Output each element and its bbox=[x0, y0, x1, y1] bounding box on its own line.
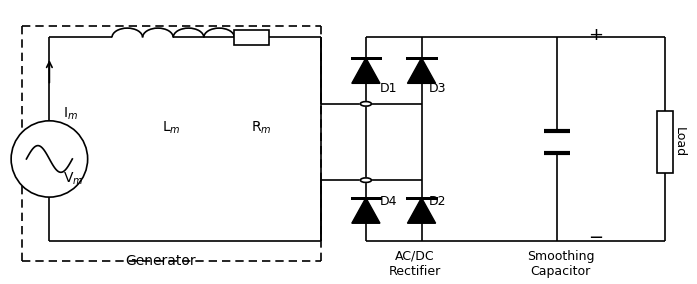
Ellipse shape bbox=[11, 121, 88, 197]
Text: I$_m$: I$_m$ bbox=[63, 106, 78, 122]
Polygon shape bbox=[408, 58, 436, 83]
Text: D2: D2 bbox=[429, 195, 446, 208]
Polygon shape bbox=[408, 198, 436, 223]
Polygon shape bbox=[352, 58, 380, 83]
Circle shape bbox=[360, 102, 372, 106]
Text: Smoothing
Capacitor: Smoothing Capacitor bbox=[527, 250, 595, 277]
Circle shape bbox=[360, 178, 372, 182]
Text: Load: Load bbox=[673, 127, 685, 157]
Text: D3: D3 bbox=[429, 82, 446, 95]
Text: −: − bbox=[588, 229, 603, 247]
Text: D1: D1 bbox=[380, 82, 397, 95]
Text: Generator: Generator bbox=[125, 254, 196, 268]
Text: AC/DC
Rectifier: AC/DC Rectifier bbox=[388, 250, 441, 277]
Bar bbox=[233, 30, 268, 45]
Bar bbox=[657, 111, 673, 173]
Text: +: + bbox=[588, 26, 603, 44]
Text: V$_m$: V$_m$ bbox=[63, 170, 84, 187]
Text: D4: D4 bbox=[380, 195, 397, 208]
Text: L$_m$: L$_m$ bbox=[162, 120, 181, 136]
Text: R$_m$: R$_m$ bbox=[251, 120, 272, 136]
Polygon shape bbox=[352, 198, 380, 223]
